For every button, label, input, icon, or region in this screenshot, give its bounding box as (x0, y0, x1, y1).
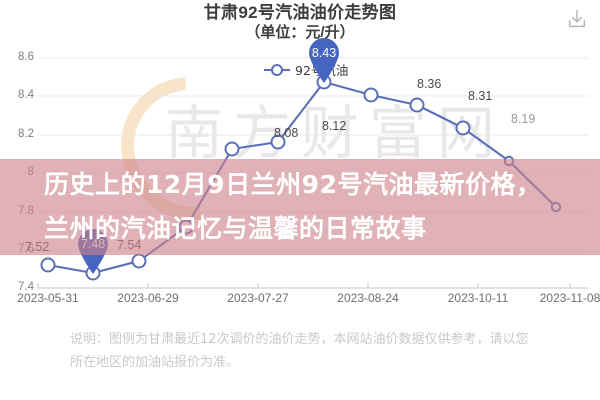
page-subtitle: （单位：元/升） (245, 24, 355, 41)
point-value-label: 8.36 (417, 77, 442, 91)
x-tick-label: 2023-05-31 (17, 291, 79, 305)
y-tick-label: 7.4 (18, 281, 34, 293)
price-line-series (46, 80, 558, 275)
overlay-banner (0, 159, 600, 255)
point-value-label: 8.19 (511, 112, 536, 126)
legend-marker-icon (264, 63, 290, 76)
y-tick-label: 8.6 (18, 51, 34, 63)
download-icon[interactable] (566, 8, 588, 30)
point-value-label: 8.12 (322, 119, 347, 133)
overlay-headline: 历史上的12月9日兰州92号汽油最新价格，兰州的汽油记忆与温馨的日常故事 (44, 170, 542, 243)
chart-footnote: 说明：图例为甘肃最近12次调价的油价走势，本网站油价数据仅供参考，请以您所在地区… (70, 332, 529, 370)
y-tick-label: 8.2 (18, 128, 34, 140)
x-tick-label: 2023-08-24 (337, 291, 399, 305)
value-pin-label: 8.43 (311, 46, 337, 60)
y-tick-label: 8.4 (18, 89, 34, 101)
point-value-label: 8.08 (274, 126, 299, 140)
x-tick-label: 2023-06-29 (117, 291, 179, 305)
point-value-label: 8.31 (468, 89, 493, 103)
value-pin-marker: 8.43 (304, 35, 344, 85)
x-tick-label: 2023-11-08 (539, 291, 600, 305)
x-axis (37, 283, 588, 289)
x-tick-label: 2023-07-27 (227, 291, 289, 305)
page-title: 甘肃92号汽油油价走势图 (203, 3, 397, 22)
x-tick-label: 2023-10-11 (447, 291, 509, 305)
